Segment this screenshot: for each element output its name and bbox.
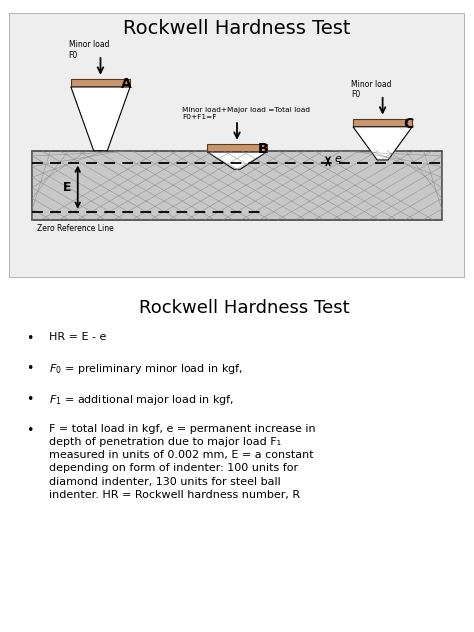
Text: e: e (335, 154, 342, 164)
Text: $F_0$ = preliminary minor load in kgf,: $F_0$ = preliminary minor load in kgf, (49, 362, 243, 377)
Text: Rockwell Hardness Test: Rockwell Hardness Test (123, 19, 351, 38)
Text: A: A (121, 77, 132, 91)
Text: Minor load
F0: Minor load F0 (69, 40, 109, 59)
Polygon shape (208, 152, 266, 169)
Bar (208, 144, 266, 152)
Text: F = total load in kgf, e = permanent increase in
depth of penetration due to maj: F = total load in kgf, e = permanent inc… (49, 424, 315, 500)
Text: •: • (27, 362, 34, 375)
Text: E: E (63, 181, 71, 193)
Text: HR = E - e: HR = E - e (49, 332, 106, 342)
Bar (353, 119, 412, 127)
Text: Minor load+Major load =Total load
F0+F1=F: Minor load+Major load =Total load F0+F1=… (182, 107, 310, 120)
Text: Rockwell Hardness Test: Rockwell Hardness Test (139, 299, 349, 317)
Text: Minor load
F0: Minor load F0 (351, 80, 391, 99)
Text: •: • (27, 393, 34, 406)
Text: $F_1$ = additional major load in kgf,: $F_1$ = additional major load in kgf, (49, 393, 234, 407)
Text: C: C (403, 117, 413, 131)
Text: Zero Reference Line: Zero Reference Line (37, 224, 114, 233)
Bar (71, 79, 130, 87)
Text: B: B (257, 142, 268, 156)
Text: •: • (27, 332, 34, 344)
Polygon shape (71, 87, 130, 150)
Polygon shape (353, 127, 412, 160)
Text: •: • (27, 424, 34, 437)
Bar (32, 150, 442, 220)
